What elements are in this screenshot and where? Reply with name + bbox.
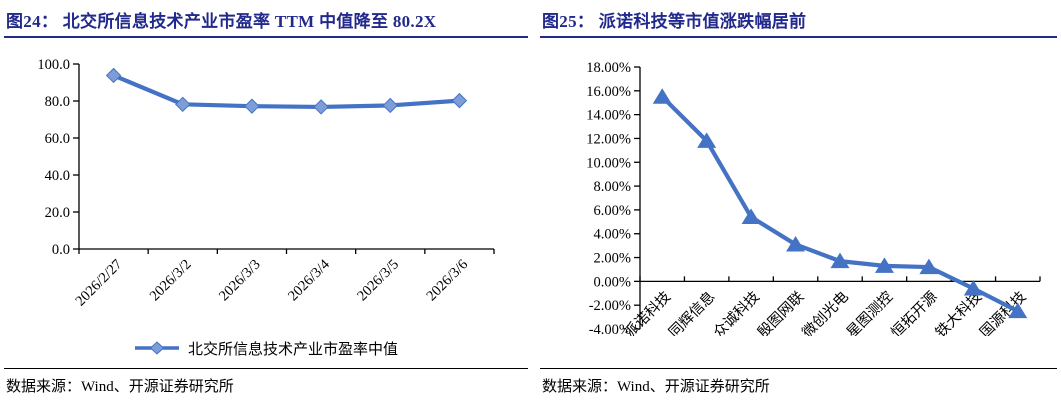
figure-25-source: 数据来源：Wind、开源证券研究所 (540, 368, 1057, 404)
series-北交所信息技术产业市盈率中值 (105, 67, 468, 115)
figure-24-title: 图24： 北交所信息技术产业市盈率 TTM 中值降至 80.2X (4, 2, 528, 38)
x-tick-label: 2026/2/27 (73, 257, 126, 310)
y-tick-label: 20.0 (45, 205, 70, 221)
y-tick-label: 0.00% (594, 274, 631, 290)
x-axis-labels: 2026/2/27 2026/3/2 2026/3/3 2026/3/4 2026/3/… (73, 256, 472, 309)
y-tick-label: 12.00% (586, 131, 631, 147)
y-tick-label: 40.0 (45, 168, 70, 184)
y-tick-label: 60.0 (45, 131, 70, 147)
legend-label: 北交所信息技术产业市盈率中值 (187, 341, 398, 358)
y-tick-label: 16.00% (586, 84, 631, 100)
data-point-marker (963, 280, 983, 296)
y-tick-label: 100.0 (37, 57, 70, 73)
figure-25-title: 图25： 派诺科技等市值涨跌幅居前 (540, 2, 1057, 38)
data-point-marker (313, 99, 329, 115)
y-tick-label: 8.00% (594, 179, 631, 195)
data-point-marker (786, 235, 806, 252)
y-tick-label: 6.00% (594, 203, 631, 219)
y-tick-label: 18.00% (586, 60, 631, 76)
x-tick-label: 2026/3/3 (216, 257, 264, 305)
data-point-marker (1008, 302, 1028, 319)
figure-24-legend: 北交所信息技术产业市盈率中值 (4, 336, 528, 360)
data-point-marker (697, 132, 717, 148)
figure-25-line-chart: -4.00% -2.00% 0.00% 2.00% 4.00% 6.00% 8.00% 10.… (586, 60, 1041, 336)
data-point-marker (919, 258, 939, 275)
data-point-marker (830, 252, 850, 269)
data-point-marker (451, 92, 468, 109)
data-point-marker (741, 208, 761, 225)
x-tick-label: 2026/3/2 (147, 257, 195, 305)
figure-25-panel: 图25： 派诺科技等市值涨跌幅居前 -4.00% -2.00% 0.00% 2.00%… (540, 2, 1057, 404)
y-tick-label: 2.00% (594, 251, 631, 267)
y-tick-label: 14.00% (586, 108, 631, 124)
data-point-marker (652, 88, 672, 104)
y-tick-label: -2.00% (589, 298, 631, 314)
legend-line-diamond-icon (134, 341, 179, 355)
figure-24-source: 数据来源：Wind、开源证券研究所 (4, 368, 528, 404)
x-tick-label: 2026/3/5 (354, 257, 402, 305)
series-市值涨跌幅 (652, 88, 1028, 319)
y-tick-label: 80.0 (45, 94, 70, 110)
data-point-marker (175, 96, 191, 113)
axes: -4.00% -2.00% 0.00% 2.00% 4.00% 6.00% 8.00% 10.… (586, 60, 1041, 336)
y-tick-label: 4.00% (594, 227, 631, 243)
x-tick-label: 2026/3/6 (423, 257, 471, 305)
figure-24-panel: 图24： 北交所信息技术产业市盈率 TTM 中值降至 80.2X 0.0 20.0… (4, 2, 528, 404)
data-point-marker (382, 97, 398, 114)
x-tick-label: 2026/3/4 (285, 256, 333, 304)
y-tick-label: 0.0 (52, 242, 70, 258)
data-point-marker (105, 67, 122, 84)
data-point-marker (244, 98, 260, 114)
y-tick-label: -4.00% (589, 322, 631, 336)
axes: 0.0 20.0 40.0 60.0 80.0 100.0 (37, 57, 495, 258)
y-tick-label: 10.00% (586, 155, 631, 171)
figure-24-line-chart: 0.0 20.0 40.0 60.0 80.0 100.0 2026/2/27 2026/3/… (37, 57, 495, 309)
data-point-marker (874, 257, 894, 273)
